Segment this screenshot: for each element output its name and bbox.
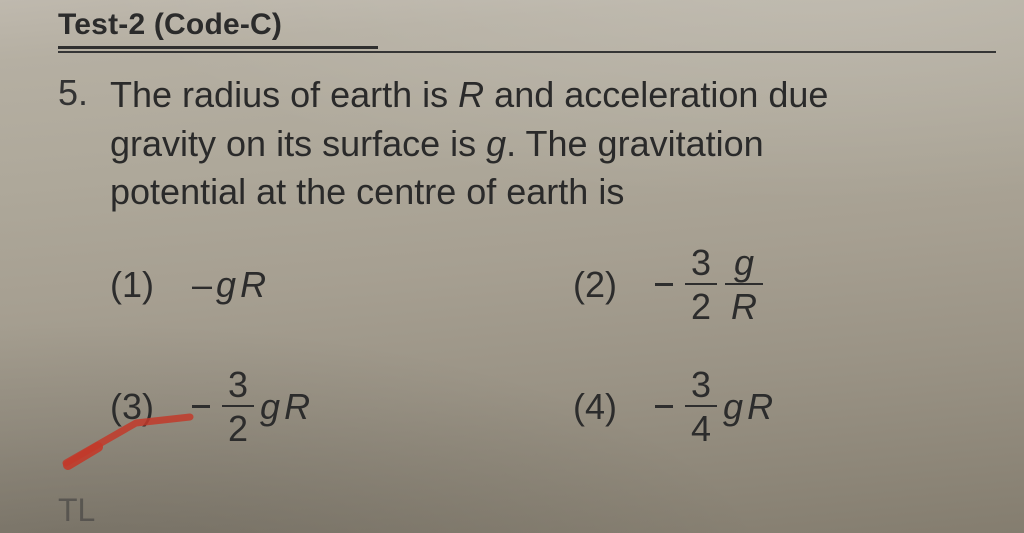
option-4-g: g <box>723 386 743 428</box>
option-4-frac-den: 4 <box>685 405 717 447</box>
test-header: Test-2 (Code-C) <box>58 8 378 49</box>
option-2-expr: 3 2 g R <box>655 245 765 325</box>
option-1-g: g <box>216 264 236 306</box>
option-4-frac: 3 4 <box>685 367 717 447</box>
option-2-frac2-den: R <box>725 283 763 325</box>
option-2-frac2: g R <box>725 245 763 325</box>
option-4: (4) 3 4 gR <box>573 367 996 447</box>
q-var-g: g <box>486 123 506 164</box>
question-number: 5. <box>58 71 110 113</box>
option-3-frac: 3 2 <box>222 367 254 447</box>
option-4-R: R <box>747 386 773 428</box>
q-line3: potential at the centre of earth is <box>110 171 624 212</box>
q-line1b: and acceleration due <box>484 74 828 115</box>
q-line2a: gravity on its surface is <box>110 123 486 164</box>
cutoff-text: TL <box>58 492 95 529</box>
q-var-R: R <box>458 74 484 115</box>
option-1-minus: – <box>192 264 212 306</box>
option-2-frac1-den: 2 <box>685 283 717 325</box>
option-2-number: (2) <box>573 264 637 306</box>
option-3-number: (3) <box>110 386 174 428</box>
red-tick-path-2 <box>68 447 98 465</box>
option-2-frac2-num: g <box>728 245 760 283</box>
question-row: 5. The radius of earth is R and accelera… <box>58 71 996 217</box>
option-4-number: (4) <box>573 386 637 428</box>
option-3-minus <box>192 405 210 408</box>
option-1: (1) –gR <box>110 245 533 325</box>
option-1-expr: –gR <box>192 264 266 306</box>
header-rule <box>58 51 996 53</box>
option-3-frac-den: 2 <box>222 405 254 447</box>
option-4-minus <box>655 405 673 408</box>
option-3-expr: 3 2 gR <box>192 367 310 447</box>
option-4-expr: 3 4 gR <box>655 367 773 447</box>
option-3: (3) 3 2 gR <box>110 367 533 447</box>
options-grid: (1) –gR (2) 3 2 g R (3) <box>110 245 996 447</box>
option-2-minus <box>655 283 673 286</box>
exam-page: Test-2 (Code-C) 5. The radius of earth i… <box>0 0 1024 533</box>
option-2-frac1: 3 2 <box>685 245 717 325</box>
q-line1a: The radius of earth is <box>110 74 458 115</box>
option-2-frac1-num: 3 <box>685 245 717 283</box>
option-1-R: R <box>240 264 266 306</box>
option-3-frac-num: 3 <box>222 367 254 405</box>
option-4-frac-num: 3 <box>685 367 717 405</box>
option-1-number: (1) <box>110 264 174 306</box>
q-line2b: . The gravitation <box>506 123 763 164</box>
option-3-R: R <box>284 386 310 428</box>
question-text: The radius of earth is R and acceleratio… <box>110 71 828 217</box>
option-2: (2) 3 2 g R <box>573 245 996 325</box>
option-3-g: g <box>260 386 280 428</box>
